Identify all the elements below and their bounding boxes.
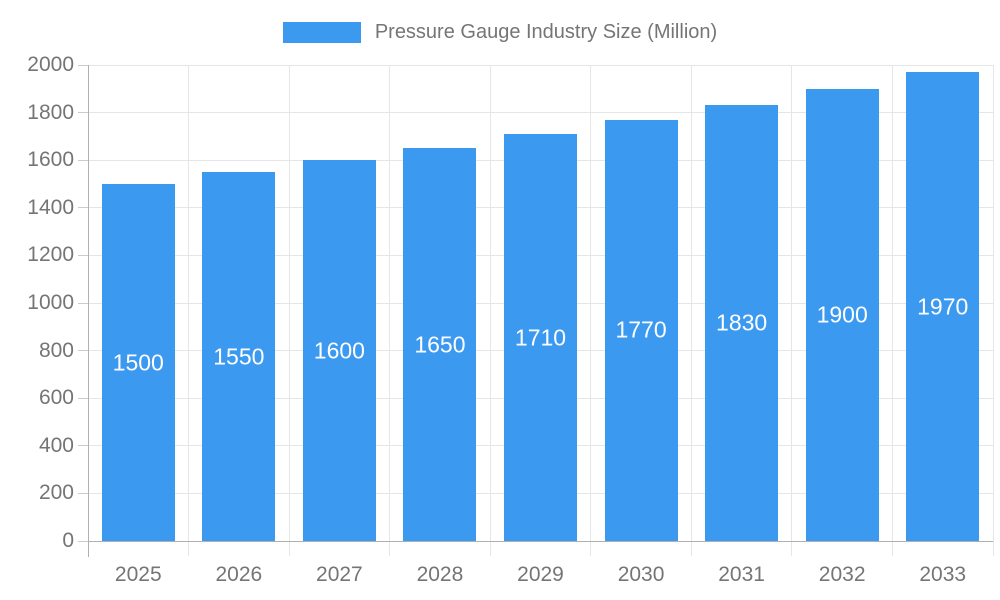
x-axis-label: 2027	[316, 563, 363, 586]
y-axis-tick	[78, 64, 88, 66]
y-axis-tick	[78, 112, 88, 114]
legend-swatch	[282, 21, 361, 43]
gridline-horizontal	[88, 112, 993, 114]
x-axis-label: 2025	[114, 563, 162, 586]
y-axis-tick	[78, 254, 88, 256]
y-axis-tick	[78, 159, 88, 161]
gridline-vertical	[891, 65, 893, 556]
bar-2033[interactable]: 1970	[906, 72, 980, 541]
y-axis-label: 1600	[27, 148, 74, 172]
y-axis-label: 800	[38, 338, 74, 362]
x-axis-label: 2031	[718, 563, 765, 586]
bar-value-label: 1970	[917, 293, 969, 320]
y-axis-label: 2000	[27, 53, 74, 76]
bar-2027[interactable]: 1600	[302, 160, 376, 541]
bar-value-label: 1500	[112, 349, 164, 375]
bar-value-label: 1900	[816, 301, 868, 328]
x-axis-line	[88, 541, 993, 542]
y-axis-line	[88, 65, 89, 557]
bar-value-label: 1650	[414, 331, 466, 358]
bar-value-label: 1770	[615, 316, 667, 343]
y-axis-label: 1800	[27, 100, 74, 124]
gridline-vertical	[389, 65, 391, 556]
bar-2031[interactable]: 1830	[705, 105, 779, 541]
y-axis-label: 400	[38, 433, 74, 457]
y-axis-tick	[78, 397, 88, 399]
y-axis-label: 1400	[27, 195, 74, 219]
bar-2025[interactable]: 1500	[101, 184, 175, 541]
gridline-vertical	[690, 65, 692, 556]
y-axis-label: 200	[38, 481, 74, 505]
y-axis-tick	[78, 207, 88, 209]
bar-value-label: 1600	[313, 337, 365, 364]
y-axis-label: 1200	[27, 243, 74, 267]
bar-2026[interactable]: 1550	[202, 172, 276, 541]
legend-label: Pressure Gauge Industry Size (Million)	[374, 20, 718, 43]
y-axis-tick	[78, 540, 88, 542]
x-axis-label: 2032	[818, 563, 866, 586]
bar-2029[interactable]: 1710	[504, 134, 577, 541]
y-axis-label: 0	[62, 529, 74, 552]
x-axis-label: 2026	[215, 563, 263, 586]
y-axis-label: 600	[38, 386, 74, 410]
plot-area: 0 200 400 600 800 1000 1200 1400 1600 1800 2000 150…	[27, 54, 994, 585]
y-axis-tick	[78, 350, 88, 352]
bar-value-label: 1550	[213, 343, 265, 370]
bar-value-label: 1830	[716, 309, 768, 336]
y-axis-tick	[78, 492, 88, 494]
y-axis-label: 1000	[27, 291, 74, 314]
y-axis-tick	[78, 302, 88, 304]
legend[interactable]: Pressure Gauge Industry Size (Million)	[0, 19, 1000, 45]
bar-2028[interactable]: 1650	[403, 148, 477, 541]
x-axis-label: 2030	[617, 563, 665, 586]
gridline-vertical	[992, 65, 994, 556]
x-axis-label: 2033	[919, 563, 967, 586]
gridline-vertical	[489, 65, 491, 556]
gridline-vertical	[590, 65, 592, 556]
bar-value-label: 1710	[514, 324, 567, 350]
gridline-vertical	[288, 65, 290, 556]
x-axis-label: 2029	[517, 563, 564, 586]
gridline-vertical	[791, 65, 793, 556]
gridline-vertical	[188, 65, 190, 556]
bar-2030[interactable]: 1770	[604, 119, 678, 541]
x-axis-label: 2028	[416, 563, 464, 586]
gridline-horizontal	[88, 64, 993, 66]
bar-2032[interactable]: 1900	[805, 88, 879, 541]
y-axis-tick	[78, 445, 88, 447]
